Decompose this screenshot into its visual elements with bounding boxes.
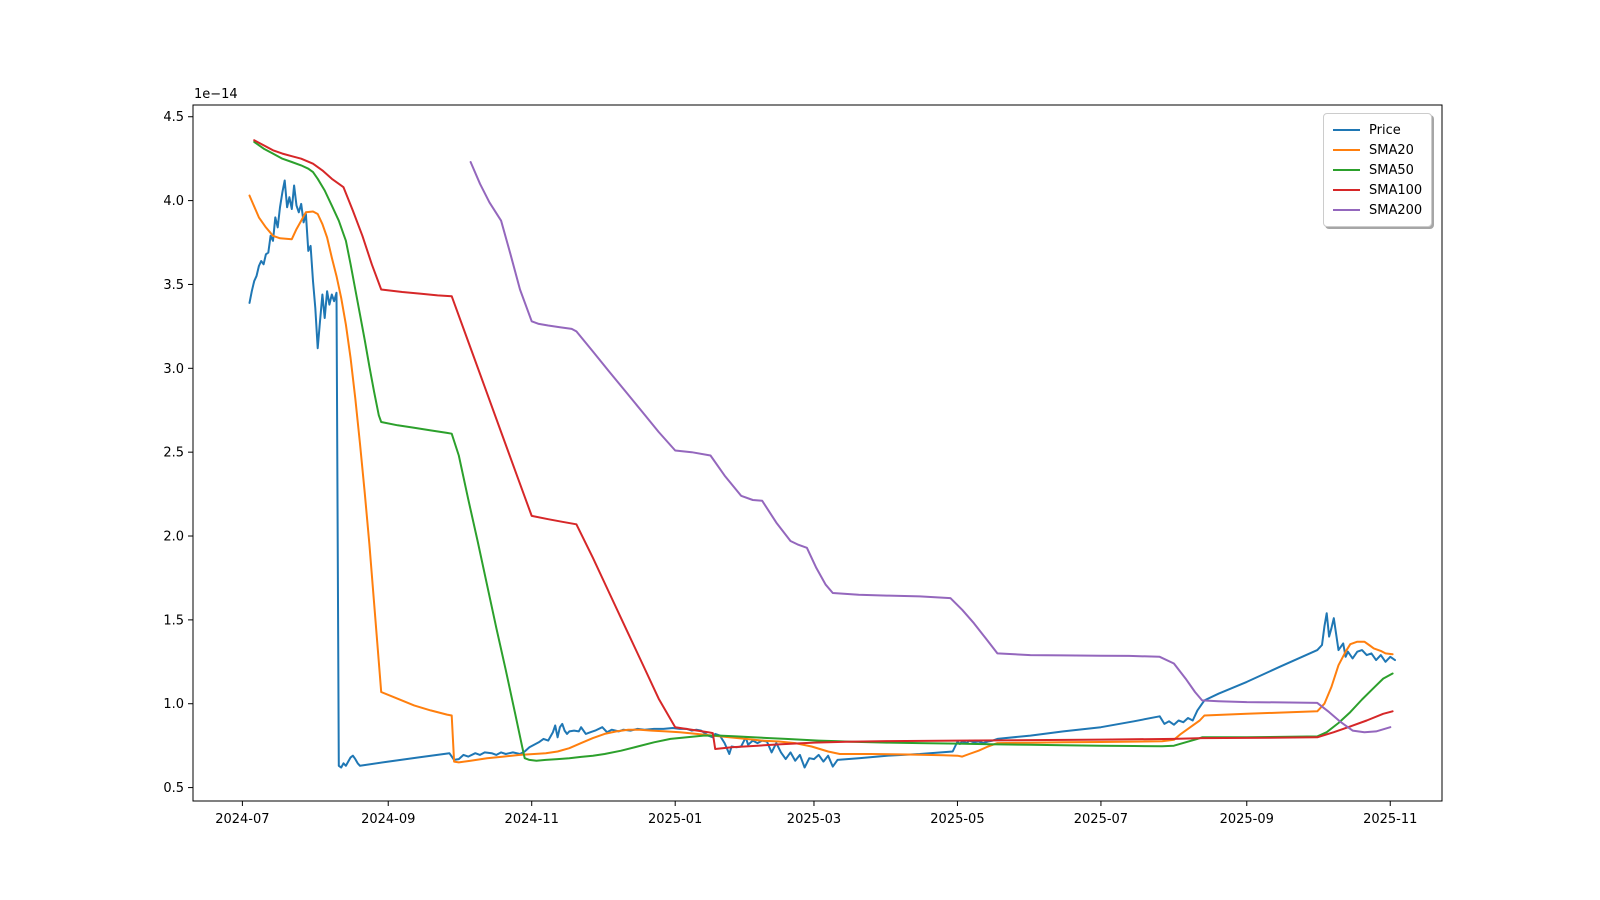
series-line-sma20 (248, 194, 1394, 764)
legend-line-sample (1333, 129, 1360, 131)
y-tick-label: 1.0 (163, 697, 184, 712)
legend-item-sma50: SMA50 (1333, 160, 1422, 180)
x-tick-label: 2024-07 (215, 812, 269, 827)
legend-item-sma200: SMA200 (1333, 200, 1422, 220)
legend-line-sample (1333, 189, 1360, 191)
x-tick-label: 2025-05 (930, 812, 984, 827)
legend-item-sma20: SMA20 (1333, 140, 1422, 160)
y-tick-label: 3.5 (163, 278, 184, 293)
y-tick-label: 2.0 (163, 530, 184, 545)
legend-label: SMA200 (1369, 202, 1423, 218)
x-axis: 2024-07 2024-09 2024-11 2025-01 2025-03 2025-… (215, 801, 1417, 827)
y-tick-label: 4.0 (163, 194, 184, 209)
x-tick-label: 2024-09 (361, 812, 415, 827)
x-tick-label: 2024-11 (505, 812, 559, 827)
legend-label: SMA20 (1369, 142, 1414, 158)
legend-label: Price (1369, 122, 1401, 138)
legend-line-sample (1333, 169, 1360, 171)
legend-item-price: Price (1333, 120, 1422, 140)
y-tick-label: 0.5 (163, 781, 184, 796)
x-tick-label: 2025-09 (1220, 812, 1274, 827)
legend-label: SMA100 (1369, 182, 1423, 198)
legend-label: SMA50 (1369, 162, 1414, 178)
axes-frame (192, 104, 1443, 802)
series-line-price (248, 179, 1396, 769)
y-tick-label: 1.5 (163, 613, 184, 628)
legend-line-sample (1333, 149, 1360, 151)
legend-item-sma100: SMA100 (1333, 180, 1422, 200)
series-line-sma200 (469, 161, 1392, 734)
legend-line-sample (1333, 209, 1360, 211)
x-tick-label: 2025-03 (787, 812, 841, 827)
y-tick-label: 2.5 (163, 446, 184, 461)
x-tick-label: 2025-01 (648, 812, 702, 827)
series-line-sma50 (253, 140, 1394, 762)
y-axis: 0.5 1.0 1.5 2.0 2.5 3.0 3.5 4.0 4.5 (163, 110, 193, 796)
y-axis-offset-label: 1e−14 (194, 87, 238, 102)
x-tick-label: 2025-11 (1363, 812, 1417, 827)
y-tick-label: 4.5 (163, 110, 184, 125)
legend: Price SMA20 SMA50 SMA100 SMA200 (1323, 113, 1433, 227)
x-tick-label: 2025-07 (1074, 812, 1128, 827)
y-tick-label: 3.0 (163, 362, 184, 377)
series-line-sma100 (253, 139, 1394, 750)
